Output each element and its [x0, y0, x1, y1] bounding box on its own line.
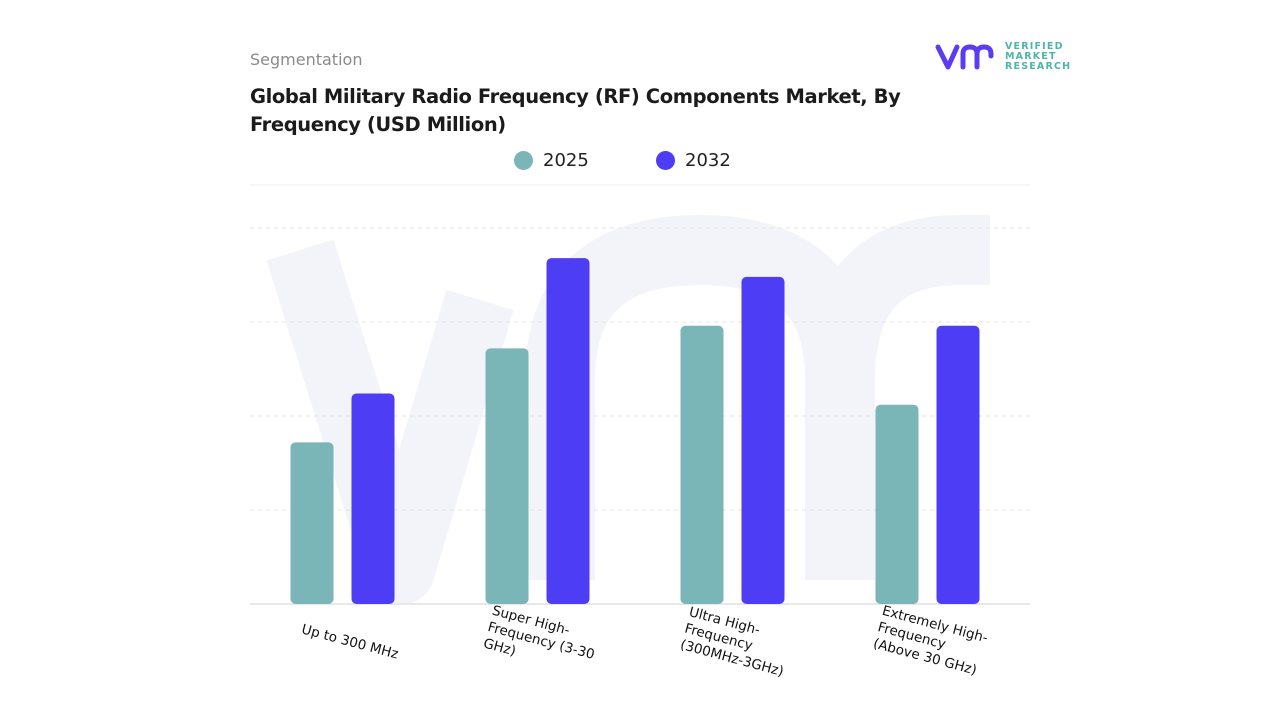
bar-2032-0: [351, 393, 395, 604]
bar-2025-3: [875, 404, 919, 604]
vmr-logo-mark: [935, 44, 994, 70]
legend-swatch-2025: [514, 151, 533, 170]
logo-line-2: MARKET: [1005, 51, 1057, 62]
legend-label: 2032: [685, 150, 731, 171]
segment-label: Segmentation: [250, 50, 363, 69]
legend-item-2025: 2025: [514, 150, 589, 171]
bar-2025-0: [290, 442, 334, 604]
bar-2032-1: [546, 258, 590, 604]
bar-2025-2: [680, 325, 724, 604]
legend-item-2032: 2032: [656, 150, 731, 171]
vmr-logo: VERIFIED MARKET RESEARCH: [935, 42, 1071, 72]
legend-label: 2025: [543, 150, 589, 171]
bar-2032-2: [741, 276, 785, 604]
logo-line-1: VERIFIED: [1005, 41, 1064, 52]
legend-swatch-2032: [656, 151, 675, 170]
bar-2025-1: [485, 348, 529, 604]
chart-title: Global Military Radio Frequency (RF) Com…: [250, 85, 901, 136]
bar-2032-3: [936, 325, 980, 604]
logo-line-3: RESEARCH: [1005, 61, 1072, 72]
